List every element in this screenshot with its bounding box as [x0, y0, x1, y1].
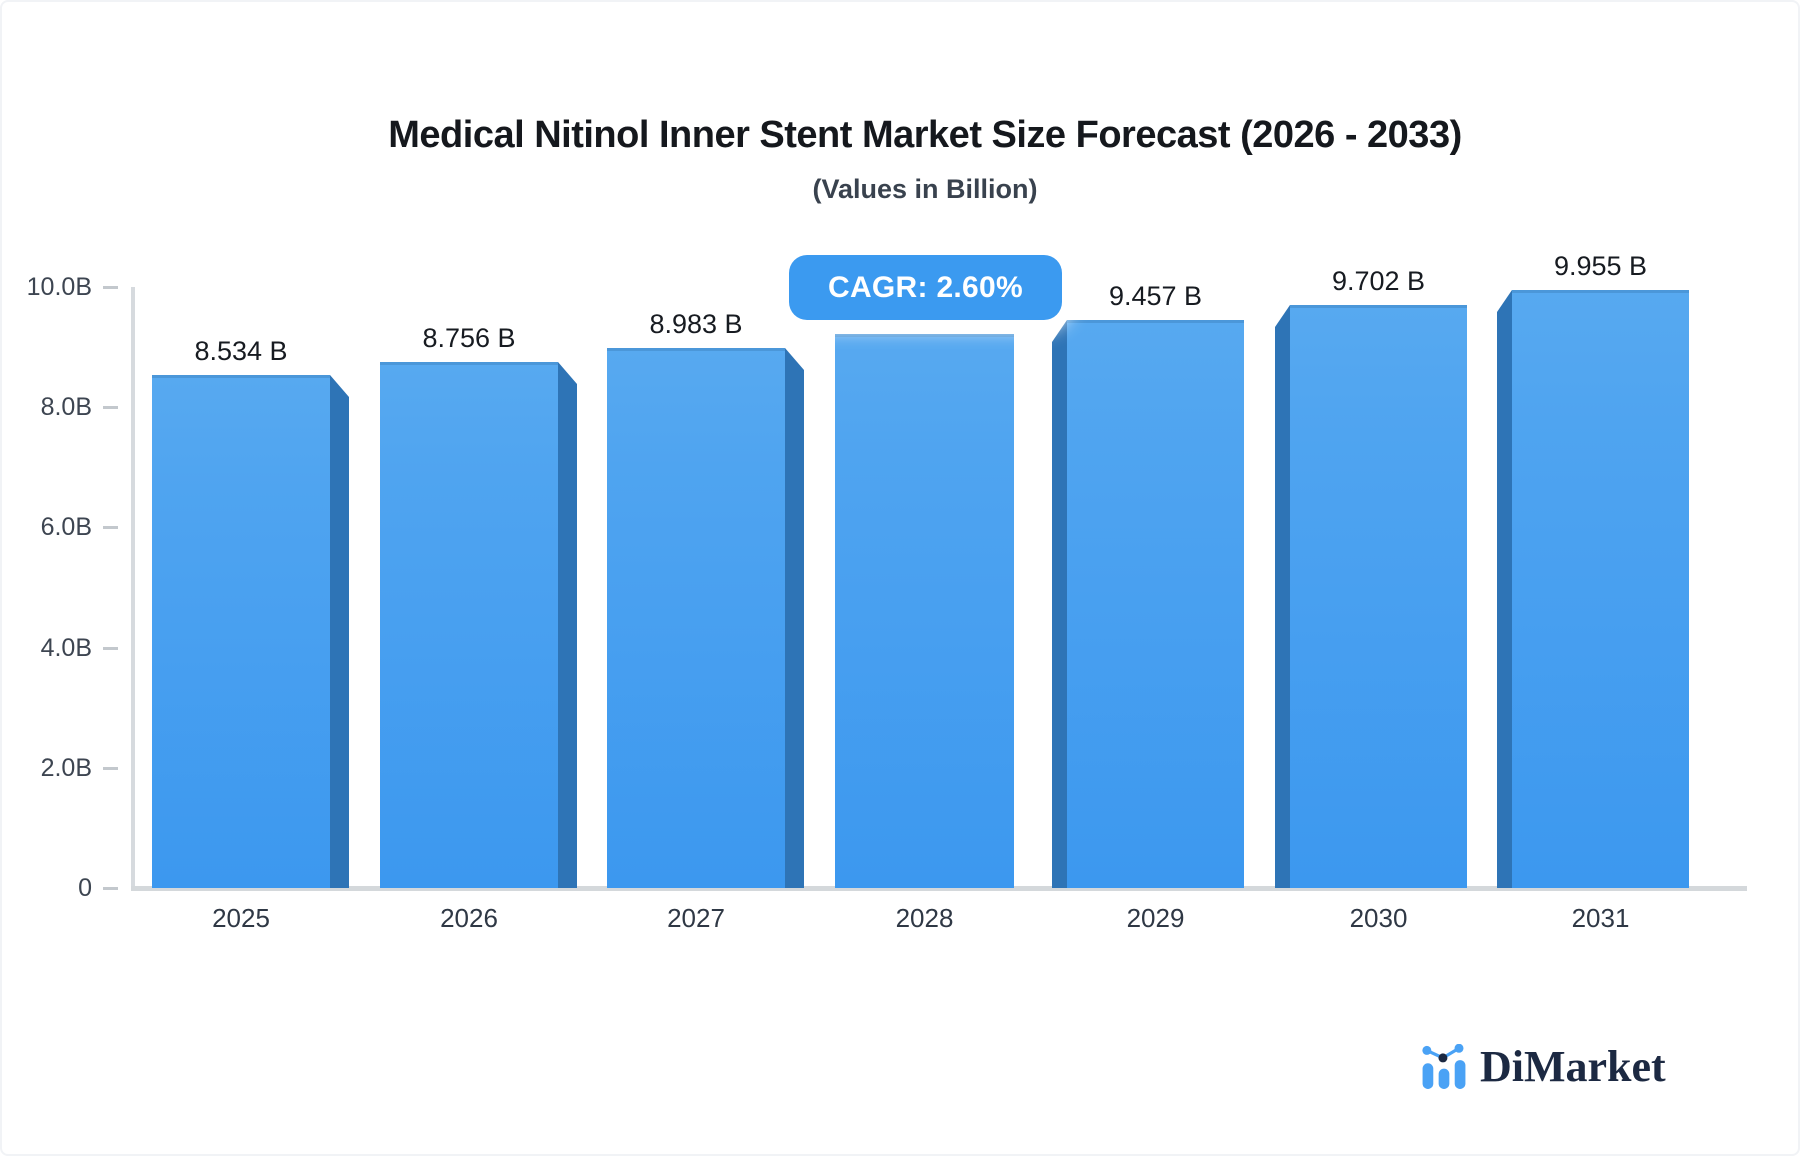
bar-side-face — [330, 375, 349, 888]
y-axis-tick-label: 4.0B — [40, 633, 92, 662]
bar-front-face — [1067, 320, 1244, 888]
bar-2028[interactable] — [835, 334, 1014, 888]
x-axis-label-2025: 2025 — [212, 903, 270, 933]
y-axis-tick-label: 6.0B — [40, 513, 92, 542]
bar-side-face — [558, 362, 577, 888]
bar-2026[interactable] — [380, 362, 577, 888]
bar-value-label: 8.534 B — [194, 336, 288, 366]
bar-value-label: 9.702 B — [1331, 266, 1426, 296]
y-axis-tick-label: 2.0B — [40, 753, 92, 782]
bar-front-face — [1512, 290, 1689, 888]
bar-front-face — [607, 348, 785, 888]
brand-name: DiMarket — [1480, 1042, 1666, 1091]
y-axis-tick — [103, 526, 118, 530]
bar-front-face — [1290, 305, 1467, 888]
x-axis-label-2030: 2030 — [1349, 903, 1408, 933]
y-axis-tick — [103, 766, 118, 770]
bar-side-face — [1052, 320, 1067, 888]
x-axis-label-2027: 2027 — [667, 903, 725, 933]
bar-value-label: 8.756 B — [422, 323, 516, 353]
bar-2029[interactable] — [1052, 320, 1244, 888]
bar-side-face — [785, 348, 804, 888]
bar-side-face — [1275, 305, 1290, 888]
bar-front-face — [152, 375, 330, 888]
y-axis-tick-label: 8.0B — [40, 393, 92, 422]
cagr-badge: CAGR: 2.60% — [789, 255, 1062, 320]
bar-2030[interactable] — [1275, 305, 1467, 888]
y-axis-tick — [103, 887, 118, 890]
y-axis-line — [131, 287, 135, 891]
brand-logo: DiMarket — [1422, 1044, 1666, 1089]
chart-subtitle: (Values in Billion) — [812, 174, 1038, 204]
y-axis-tick — [103, 286, 118, 289]
bar-front-face — [380, 362, 558, 888]
x-axis-label-2026: 2026 — [440, 903, 498, 933]
bar-value-label: 9.955 B — [1553, 251, 1648, 281]
x-axis-line — [131, 886, 1747, 891]
x-axis-label-2031: 2031 — [1571, 903, 1630, 933]
y-axis-tick-label: 10.0B — [26, 273, 92, 301]
y-axis-tick — [103, 406, 118, 410]
x-axis-label-2028: 2028 — [895, 903, 954, 933]
bar-chart-logo-icon — [1422, 1044, 1466, 1089]
x-axis-label-2029: 2029 — [1126, 903, 1185, 933]
bar-2027[interactable] — [607, 348, 804, 888]
chart-title: Medical Nitinol Inner Stent Market Size … — [388, 114, 1462, 156]
bar-front-face — [835, 334, 1014, 888]
bar-value-label: 9.457 B — [1108, 281, 1203, 311]
bar-value-label: 8.983 B — [649, 309, 743, 339]
bar-side-face — [1497, 290, 1512, 888]
y-axis-tick — [103, 646, 118, 650]
y-axis-tick-label: 0 — [78, 874, 92, 902]
bar-2031[interactable] — [1497, 290, 1689, 888]
bar-2025[interactable] — [152, 375, 349, 888]
